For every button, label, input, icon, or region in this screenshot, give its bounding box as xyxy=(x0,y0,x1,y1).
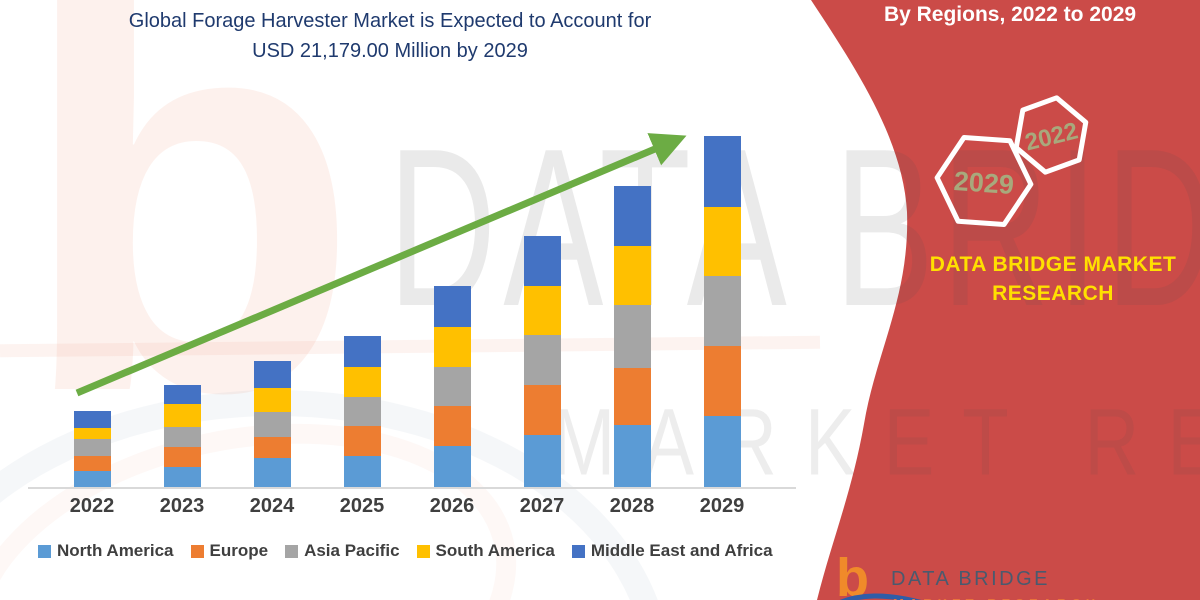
banner-heading: By Regions, 2022 to 2029 xyxy=(883,3,1137,26)
bar-segment-2025-asia-pacific xyxy=(343,397,381,427)
bar-segment-2023-middle-east-and-africa xyxy=(163,385,201,405)
bar-segment-2027-europe xyxy=(523,385,561,436)
x-tick-label-2027: 2027 xyxy=(519,495,565,517)
bar-segment-2023-europe xyxy=(163,446,201,467)
bar-segment-2027-asia-pacific xyxy=(523,335,561,386)
bar-segment-2024-middle-east-and-africa xyxy=(253,361,291,389)
x-tick-label-2028: 2028 xyxy=(609,495,655,517)
bar-2028 xyxy=(613,186,651,487)
legend-label: South America xyxy=(435,541,555,560)
legend-swatch-icon xyxy=(190,544,204,558)
bar-segment-2025-south-america xyxy=(343,367,381,398)
x-tick-label-2022: 2022 xyxy=(69,495,115,517)
chart-title: Global Forage Harvester Market is Expect… xyxy=(40,6,740,66)
legend-swatch-icon xyxy=(416,544,430,558)
bar-segment-2028-south-america xyxy=(613,246,651,306)
footer-logo-b-icon: b xyxy=(836,548,869,600)
legend-item-south-america: South America xyxy=(416,541,555,561)
legend-item-europe: Europe xyxy=(190,541,269,561)
legend-item-middle-east-and-africa: Middle East and Africa xyxy=(571,541,773,561)
bar-segment-2022-middle-east-and-africa xyxy=(73,410,111,428)
bar-segment-2022-north-america xyxy=(73,470,111,487)
bar-segment-2028-north-america xyxy=(613,425,651,487)
x-tick-label-2023: 2023 xyxy=(159,495,205,517)
bar-segment-2026-asia-pacific xyxy=(433,367,471,407)
bar-segment-2023-south-america xyxy=(163,404,201,428)
legend-label: Asia Pacific xyxy=(304,541,400,560)
x-tick-label-2024: 2024 xyxy=(249,495,295,517)
bar-segment-2029-asia-pacific xyxy=(703,276,741,347)
bar-segment-2022-south-america xyxy=(73,427,111,439)
bar-segment-2028-europe xyxy=(613,368,651,426)
watermark-text-market-research: MARKET RESEARCH xyxy=(552,389,1200,496)
bar-2029 xyxy=(703,136,741,487)
bar-segment-2026-north-america xyxy=(433,446,471,487)
bar-2023 xyxy=(163,385,201,487)
bar-segment-2022-asia-pacific xyxy=(73,438,111,456)
bar-segment-2029-middle-east-and-africa xyxy=(703,136,741,208)
bar-segment-2027-south-america xyxy=(523,286,561,336)
bar-2024 xyxy=(253,361,291,487)
bar-segment-2024-europe xyxy=(253,437,291,458)
bar-segment-2023-north-america xyxy=(163,466,201,487)
legend-swatch-icon xyxy=(285,544,299,558)
bar-2025 xyxy=(343,336,381,487)
chart-title-line2: USD 21,179.00 Million by 2029 xyxy=(252,40,528,62)
stacked-bar-chart: 2022 2023 2024 2025 2026 2027 2028 2029 North A… xyxy=(28,133,796,561)
legend-label: Europe xyxy=(209,541,269,560)
x-axis-line xyxy=(28,487,796,489)
legend-item-north-america: North America xyxy=(38,541,174,561)
x-tick-label-2026: 2026 xyxy=(429,495,475,517)
bar-segment-2029-south-america xyxy=(703,207,741,277)
bar-2027 xyxy=(523,236,561,487)
bar-segment-2028-asia-pacific xyxy=(613,305,651,369)
bar-2022 xyxy=(73,410,111,487)
bar-segment-2025-europe xyxy=(343,426,381,457)
legend-label: North America xyxy=(57,541,174,560)
bar-segment-2026-south-america xyxy=(433,327,471,368)
legend-label: Middle East and Africa xyxy=(590,541,773,560)
bar-segment-2026-middle-east-and-africa xyxy=(433,285,471,328)
bar-segment-2026-europe xyxy=(433,406,471,447)
x-tick-label-2025: 2025 xyxy=(339,495,385,517)
footer-logo-subtitle: MARKET RESEARCH xyxy=(893,596,1100,600)
chart-legend: North America Europe Asia Pacific South Ame… xyxy=(38,541,773,561)
bar-segment-2027-north-america xyxy=(523,435,561,487)
legend-item-asia-pacific: Asia Pacific xyxy=(285,541,400,561)
bar-2026 xyxy=(433,285,471,487)
footer-logo-wordmark: DATA BRIDGE xyxy=(891,568,1051,590)
chart-title-line1: Global Forage Harvester Market is Expect… xyxy=(128,10,652,32)
brand-text: DATA BRIDGE MARKET RESEARCH xyxy=(928,250,1178,308)
bar-segment-2024-north-america xyxy=(253,457,291,487)
bar-segment-2029-north-america xyxy=(703,416,741,487)
bar-segment-2023-asia-pacific xyxy=(163,427,201,447)
footer-logo: b DATA BRIDGE MARKET RESEARCH xyxy=(833,548,1173,600)
bar-segment-2024-south-america xyxy=(253,388,291,413)
bar-segment-2024-asia-pacific xyxy=(253,412,291,438)
brand-text-line2: RESEARCH xyxy=(992,282,1114,305)
footer-logo-swoosh-icon xyxy=(839,593,922,600)
legend-swatch-icon xyxy=(38,544,51,558)
bar-segment-2029-europe xyxy=(703,346,741,417)
x-tick-label-2029: 2029 xyxy=(699,495,745,517)
bar-segment-2025-middle-east-and-africa xyxy=(343,336,381,368)
bar-segment-2022-europe xyxy=(73,455,111,471)
bar-segment-2027-middle-east-and-africa xyxy=(523,236,561,287)
legend-swatch-icon xyxy=(571,544,585,558)
bar-segment-2028-middle-east-and-africa xyxy=(613,186,651,247)
brand-text-line1: DATA BRIDGE MARKET xyxy=(929,253,1177,276)
bar-segment-2025-north-america xyxy=(343,456,381,487)
